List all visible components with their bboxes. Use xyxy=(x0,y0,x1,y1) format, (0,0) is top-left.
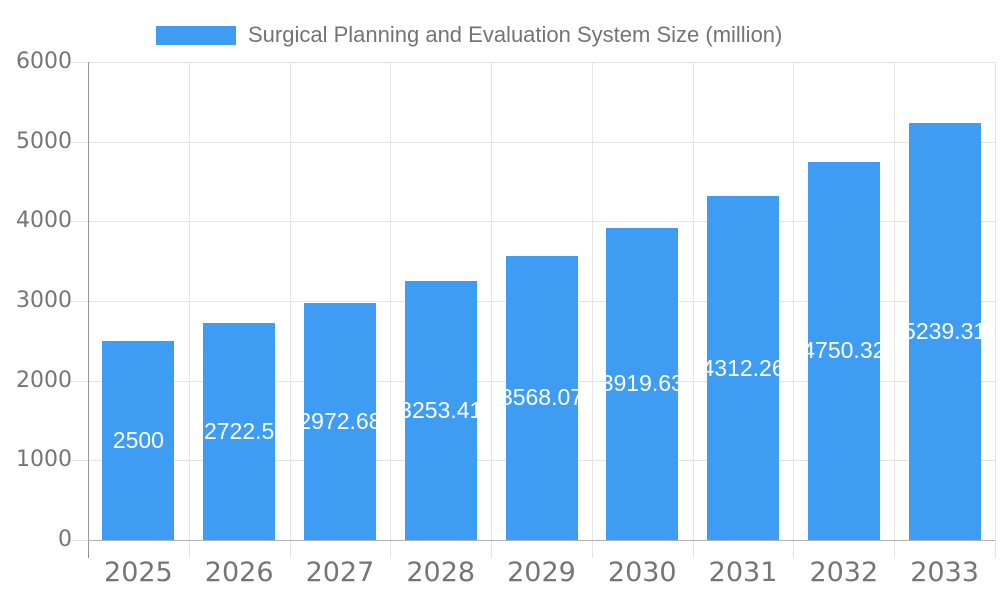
bar-value-label: 4750.32 xyxy=(807,337,880,364)
x-axis-tick-label: 2027 xyxy=(305,557,375,588)
vertical-gridline xyxy=(995,62,996,558)
y-axis-tick-label: 1000 xyxy=(16,447,72,473)
y-axis-tick xyxy=(70,221,88,223)
horizontal-gridline xyxy=(88,141,995,143)
bar[interactable]: 3568.07 xyxy=(505,255,578,540)
x-axis-tick-label: 2030 xyxy=(607,557,677,588)
vertical-gridline xyxy=(188,62,190,558)
vertical-gridline xyxy=(793,62,795,558)
y-axis-tick-label: 0 xyxy=(58,527,72,552)
y-axis-tick-label: 6000 xyxy=(16,49,72,74)
horizontal-gridline xyxy=(88,62,995,63)
y-axis-tick xyxy=(70,460,88,462)
bar-value-label: 5239.31 xyxy=(908,317,981,344)
x-axis-tick-label: 2026 xyxy=(204,557,274,588)
horizontal-gridline xyxy=(88,221,995,223)
y-axis-tick xyxy=(70,301,88,302)
vertical-gridline xyxy=(591,62,593,558)
bar[interactable]: 2500 xyxy=(102,340,175,540)
plot-area: 2500 2722.5 2972.68 3253.41 3568.07 3919.63 43… xyxy=(70,62,996,558)
bar[interactable]: 5239.31 xyxy=(908,122,981,540)
bar[interactable]: 4312.26 xyxy=(707,196,780,540)
bar[interactable]: 3919.63 xyxy=(606,227,679,540)
legend-swatch xyxy=(156,25,236,45)
bar[interactable]: 4750.32 xyxy=(807,161,880,540)
x-axis-tick-label: 2031 xyxy=(708,557,778,588)
bar-value-label: 2972.68 xyxy=(303,408,376,435)
bar-value-label: 3568.07 xyxy=(505,384,578,411)
y-axis-tick-label: 3000 xyxy=(16,288,72,313)
bar-value-label: 3919.63 xyxy=(606,370,679,397)
vertical-gridline xyxy=(289,62,291,558)
vertical-gridline xyxy=(894,62,896,558)
y-axis-tick-label: 5000 xyxy=(16,128,72,154)
y-axis-tick xyxy=(70,62,88,63)
bar[interactable]: 2722.5 xyxy=(203,323,276,540)
y-axis-tick xyxy=(70,380,88,382)
bar-value-label: 2722.5 xyxy=(203,418,275,445)
y-axis-tick-label: 2000 xyxy=(16,367,72,393)
y-axis-tick xyxy=(70,540,88,541)
bar[interactable]: 2972.68 xyxy=(303,303,376,540)
x-axis-tick-label: 2033 xyxy=(910,557,979,588)
x-axis-tick-label: 2029 xyxy=(507,557,576,588)
x-axis-baseline xyxy=(88,540,995,541)
y-axis-tick xyxy=(70,141,88,143)
bar-value-label: 4312.26 xyxy=(707,354,780,381)
bar-value-label: 2500 xyxy=(112,426,164,453)
y-axis-line xyxy=(88,62,89,558)
y-axis-tick-label: 4000 xyxy=(16,208,72,234)
legend: Surgical Planning and Evaluation System … xyxy=(156,20,782,50)
x-axis-tick-label: 2032 xyxy=(809,557,879,588)
legend-label: Surgical Planning and Evaluation System … xyxy=(248,22,783,47)
vertical-gridline xyxy=(390,62,392,558)
x-axis-tick-label: 2025 xyxy=(104,557,173,588)
vertical-gridline xyxy=(692,62,694,558)
bar[interactable]: 3253.41 xyxy=(404,280,477,540)
bar-value-label: 3253.41 xyxy=(404,396,477,423)
x-axis-tick-label: 2028 xyxy=(406,557,476,588)
vertical-gridline xyxy=(491,62,493,558)
